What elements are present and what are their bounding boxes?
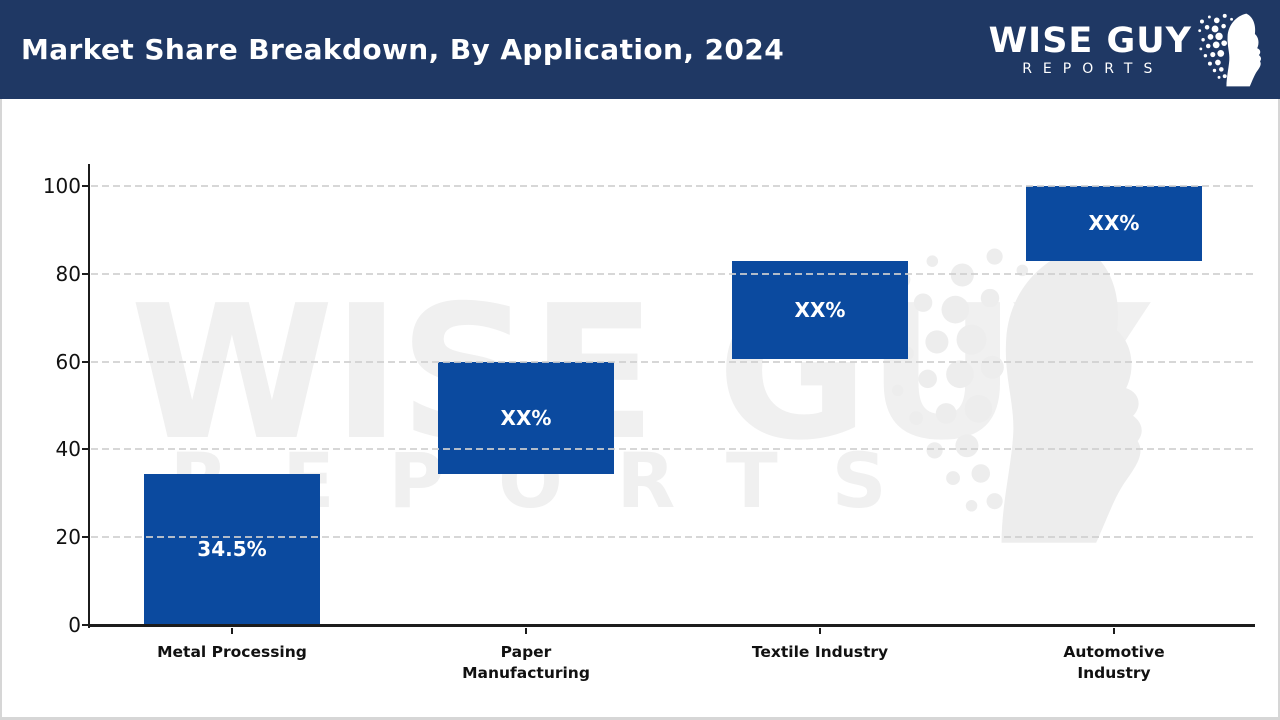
bar-textile-industry: XX% xyxy=(732,260,908,360)
y-tick-mark-0 xyxy=(82,624,89,626)
x-tick-label-automotive-industry: Automotive Industry xyxy=(1063,643,1165,682)
x-axis-line xyxy=(88,624,1255,627)
y-tick-mark-20 xyxy=(82,536,89,539)
x-tick-mark-paper-manufacturing xyxy=(525,628,527,634)
y-axis-line xyxy=(88,164,90,628)
x-tick-label-textile-industry: Textile Industry xyxy=(751,643,889,661)
watermark-brand-text: WISE GUY xyxy=(130,265,1149,481)
watermark-face-icon xyxy=(887,247,1142,543)
gridline-20 xyxy=(91,536,1255,539)
y-tick-label-20: 20 xyxy=(55,525,81,550)
logo-brand-text: WISE GUY xyxy=(988,20,1192,61)
bar-metal-processing: 34.5% xyxy=(144,473,320,625)
y-tick-mark-80 xyxy=(82,272,89,275)
x-tick-mark-automotive-industry xyxy=(1113,628,1115,634)
bar-value-label-textile-industry: XX% xyxy=(794,298,846,322)
bar-automotive-industry: XX% xyxy=(1026,186,1202,261)
y-tick-mark-60 xyxy=(82,360,89,363)
y-tick-label-0: 0 xyxy=(68,613,81,637)
x-tick-mark-textile-industry xyxy=(819,628,821,634)
gridline-100 xyxy=(91,185,1255,187)
logo-text-block: WISE GUY REPORTS xyxy=(988,20,1192,77)
header-bar: Market Share Breakdown, By Application, … xyxy=(0,0,1280,99)
y-tick-label-100: 100 xyxy=(42,174,81,198)
bar-value-label-metal-processing: 34.5% xyxy=(197,537,267,562)
gridline-40 xyxy=(91,448,1255,451)
bar-paper-manufacturing: XX% xyxy=(438,361,614,474)
wise-guy-logo: WISE GUY REPORTS xyxy=(989,8,1268,92)
y-tick-label-40: 40 xyxy=(55,437,81,462)
x-tick-label-paper-manufacturing: Paper Manufacturing xyxy=(462,643,590,682)
y-tick-label-60: 60 xyxy=(55,349,81,374)
x-tick-label-metal-processing: Metal Processing xyxy=(157,643,307,661)
bar-value-label-paper-manufacturing: XX% xyxy=(500,405,552,430)
gridline-60 xyxy=(91,360,1255,363)
bar-value-label-automotive-industry: XX% xyxy=(1088,211,1140,236)
y-tick-mark-40 xyxy=(82,448,89,451)
gridline-80 xyxy=(91,272,1255,275)
y-tick-label-80: 80 xyxy=(55,261,81,286)
chart-title: Market Share Breakdown, By Application, … xyxy=(21,33,785,66)
x-tick-mark-metal-processing xyxy=(231,628,233,634)
logo-face-icon xyxy=(1198,13,1262,86)
y-tick-mark-100 xyxy=(82,185,89,187)
chart-canvas: WISE GUY REPORTS 34.5% XX% XX% XX% 0 20 40 60 80… xyxy=(0,99,1280,720)
logo-sub-text: REPORTS xyxy=(1022,60,1164,77)
